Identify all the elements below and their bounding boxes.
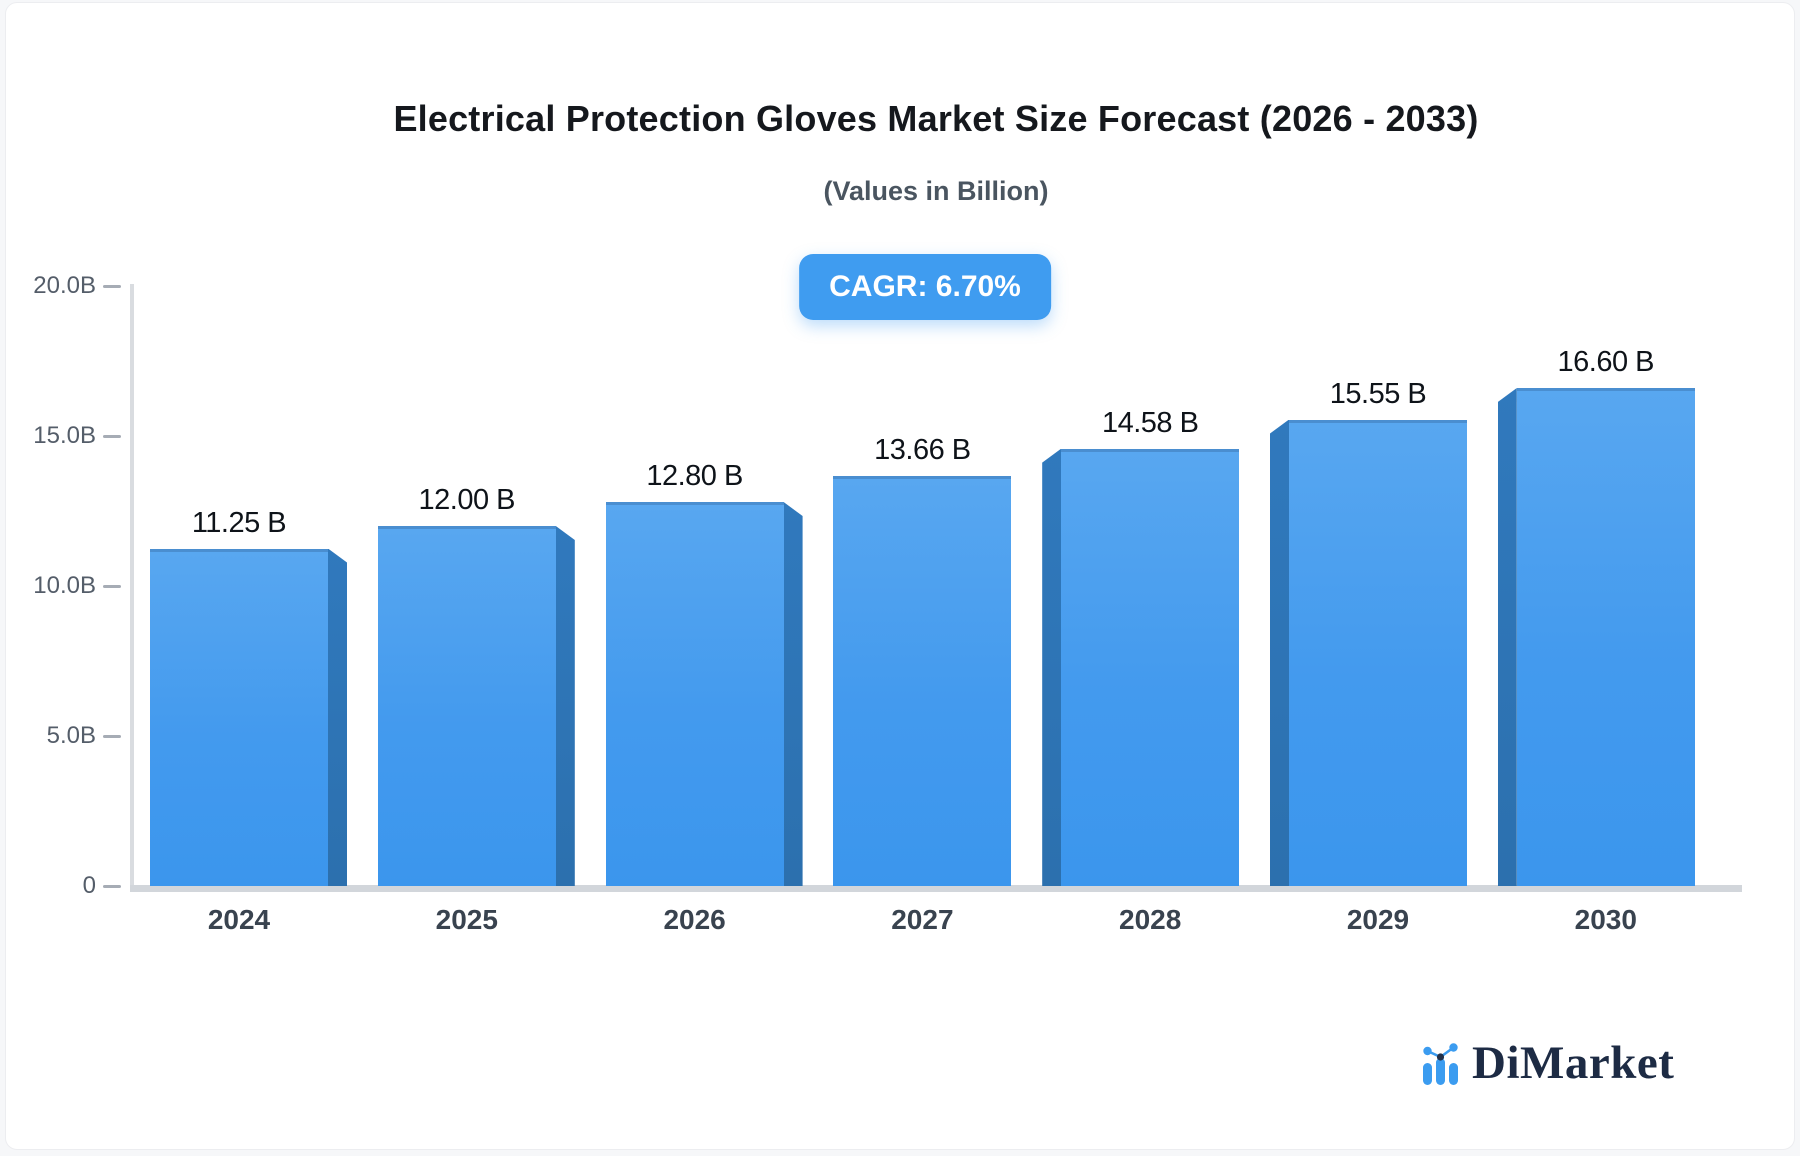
bar-2030 [1516,388,1695,886]
bar-side-face [555,526,575,886]
bar-2027 [833,476,1012,886]
bar-value-label: 16.60 B [1557,346,1655,378]
bar-side-face [783,502,803,886]
x-axis-label: 2024 [207,904,271,935]
y-tick-mark [103,885,121,888]
bar-value-label: 14.58 B [1101,406,1199,439]
bar-value-label: 12.00 B [418,484,516,516]
y-tick-label: 20.0B [33,272,96,299]
y-tick-label: 10.0B [33,572,96,599]
bar-value-label: 12.80 B [646,460,743,492]
y-axis-line [130,284,134,891]
bar-2024 [150,548,328,886]
y-tick-mark [103,585,121,588]
y-tick-mark [103,735,121,738]
y-tick-label: 0 [82,872,96,899]
y-tick-mark [103,435,121,438]
bar-value-label: 15.55 B [1329,377,1427,410]
x-axis-label: 2029 [1346,904,1410,935]
bar-side-face [1042,448,1062,886]
chart-subtitle: (Values in Billion) [823,176,1049,206]
brand-name: DiMarket [1472,1037,1675,1089]
y-tick-label: 15.0B [33,422,96,449]
x-axis-label: 2028 [1119,904,1182,935]
bar-2029 [1289,419,1467,886]
y-tick-mark [103,285,121,288]
bar-value-label: 13.66 B [874,434,971,467]
cagr-badge: CAGR: 6.70% [799,254,1051,320]
chart-title: Electrical Protection Gloves Market Size… [393,98,1479,139]
bar-side-face [1270,419,1289,886]
bar-value-label: 11.25 B [191,506,287,539]
bar-side-face [1497,388,1517,886]
bar-2025 [377,526,556,886]
bar-side-face [328,548,347,886]
x-axis-label: 2026 [663,904,726,935]
y-tick-label: 5.0B [46,722,96,749]
x-axis-label: 2030 [1574,904,1637,935]
x-axis-label: 2025 [435,904,498,935]
bar-2028 [1061,448,1240,886]
x-axis-label: 2027 [891,904,954,935]
x-axis-baseline [130,885,1742,892]
brand-logo: DiMarket [1422,1040,1674,1087]
bar-chart-logo-icon [1423,1042,1458,1085]
bar-2026 [605,502,784,886]
